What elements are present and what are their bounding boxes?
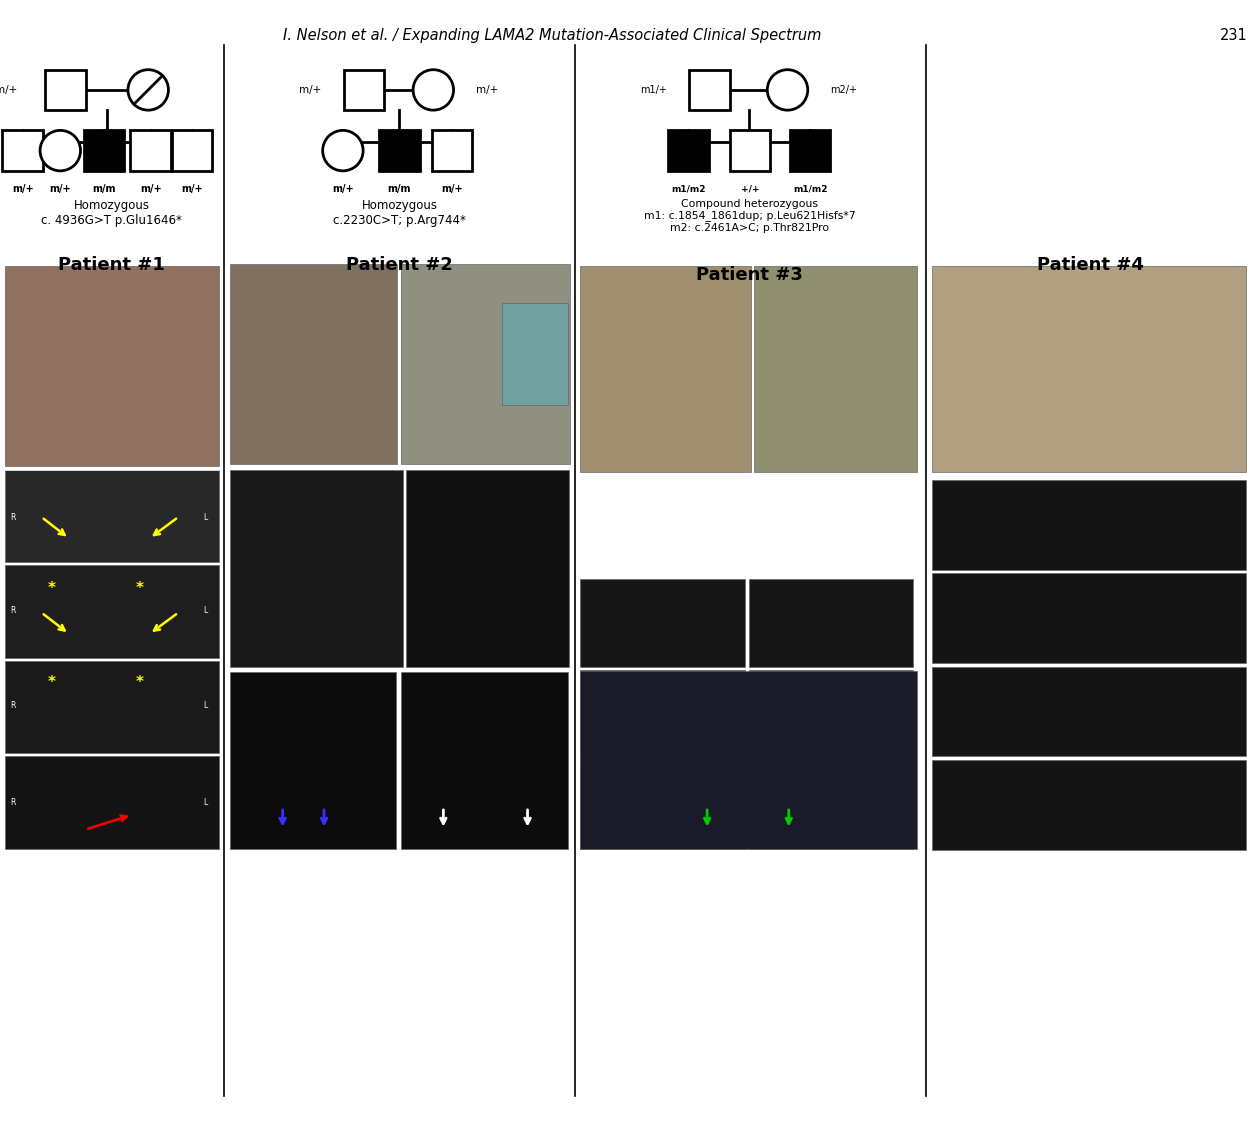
Text: R: R bbox=[10, 798, 15, 807]
Ellipse shape bbox=[128, 70, 168, 110]
Text: L: L bbox=[203, 606, 207, 615]
Bar bbox=[5, 661, 219, 753]
Text: Compound heterozygous
m1: c.1854_1861dup; p.Leu621Hisfs*7
m2: c.2461A>C; p.Thr82: Compound heterozygous m1: c.1854_1861dup… bbox=[644, 199, 855, 233]
Bar bbox=[401, 672, 568, 849]
Text: m1/m2: m1/m2 bbox=[671, 184, 706, 193]
Bar bbox=[432, 130, 472, 171]
Text: R: R bbox=[10, 701, 15, 710]
Ellipse shape bbox=[413, 70, 453, 110]
Text: m/+: m/+ bbox=[299, 85, 322, 94]
Text: m2/+: m2/+ bbox=[830, 85, 858, 94]
Bar bbox=[172, 130, 212, 171]
Bar bbox=[580, 579, 745, 667]
Bar bbox=[749, 761, 913, 849]
Text: L: L bbox=[203, 701, 207, 710]
Text: Homozygous
c. 4936G>T p.Glu1646*: Homozygous c. 4936G>T p.Glu1646* bbox=[41, 199, 182, 227]
Bar bbox=[580, 671, 917, 849]
Bar bbox=[5, 565, 219, 658]
Text: I. Nelson et al. / Expanding LAMA2 Mutation-Associated Clinical Spectrum: I. Nelson et al. / Expanding LAMA2 Mutat… bbox=[284, 28, 821, 43]
Text: Patient #2: Patient #2 bbox=[345, 256, 453, 274]
Text: Homozygous
c.2230C>T; p.Arg744*: Homozygous c.2230C>T; p.Arg744* bbox=[333, 199, 466, 227]
Bar bbox=[84, 130, 124, 171]
Bar bbox=[749, 579, 913, 667]
Ellipse shape bbox=[323, 130, 363, 171]
Bar bbox=[790, 130, 830, 171]
Text: m/m: m/m bbox=[388, 184, 411, 194]
Text: m/+: m/+ bbox=[139, 184, 162, 194]
Text: m/+: m/+ bbox=[441, 184, 463, 194]
Bar bbox=[230, 470, 403, 667]
Bar bbox=[5, 470, 219, 562]
Text: m/+: m/+ bbox=[181, 184, 203, 194]
Bar bbox=[406, 470, 569, 667]
Bar bbox=[502, 303, 568, 405]
Bar bbox=[730, 130, 770, 171]
Bar bbox=[932, 266, 1246, 472]
Text: m/+: m/+ bbox=[476, 85, 499, 94]
Text: *: * bbox=[136, 581, 143, 597]
Text: R: R bbox=[10, 606, 15, 615]
Text: Patient #3: Patient #3 bbox=[696, 266, 804, 284]
Bar bbox=[3, 130, 43, 171]
Bar bbox=[45, 70, 85, 110]
Bar bbox=[580, 761, 745, 849]
Bar bbox=[932, 667, 1246, 756]
Bar bbox=[5, 266, 219, 466]
Text: 231: 231 bbox=[1220, 28, 1247, 43]
Bar bbox=[230, 264, 397, 464]
Text: *: * bbox=[136, 674, 143, 690]
Text: Patient #1: Patient #1 bbox=[58, 256, 166, 274]
Bar bbox=[749, 670, 913, 758]
Text: m1/+: m1/+ bbox=[639, 85, 667, 94]
Text: *: * bbox=[48, 581, 55, 597]
Text: L: L bbox=[203, 798, 207, 807]
Text: m/m: m/m bbox=[93, 184, 116, 194]
Bar bbox=[932, 760, 1246, 850]
Text: m1/m2: m1/m2 bbox=[793, 184, 828, 193]
Bar bbox=[932, 573, 1246, 663]
Text: R: R bbox=[10, 513, 15, 522]
Bar bbox=[754, 266, 917, 472]
Bar bbox=[5, 756, 219, 849]
Text: Patient #4: Patient #4 bbox=[1036, 256, 1144, 274]
Ellipse shape bbox=[40, 130, 80, 171]
Bar bbox=[668, 130, 708, 171]
Bar bbox=[344, 70, 384, 110]
Text: L: L bbox=[203, 513, 207, 522]
Bar bbox=[379, 130, 420, 171]
Bar bbox=[690, 70, 730, 110]
Bar bbox=[230, 672, 396, 849]
Bar bbox=[131, 130, 171, 171]
Text: m/+: m/+ bbox=[11, 184, 34, 194]
Text: m/+: m/+ bbox=[0, 85, 18, 94]
Bar bbox=[580, 670, 745, 758]
Ellipse shape bbox=[767, 70, 808, 110]
Bar bbox=[401, 264, 570, 464]
Bar bbox=[932, 480, 1246, 570]
Text: m/+: m/+ bbox=[332, 184, 354, 194]
Text: +/+: +/+ bbox=[741, 184, 759, 193]
Text: m/+: m/+ bbox=[49, 184, 72, 194]
Text: *: * bbox=[48, 674, 55, 690]
Bar bbox=[580, 266, 751, 472]
